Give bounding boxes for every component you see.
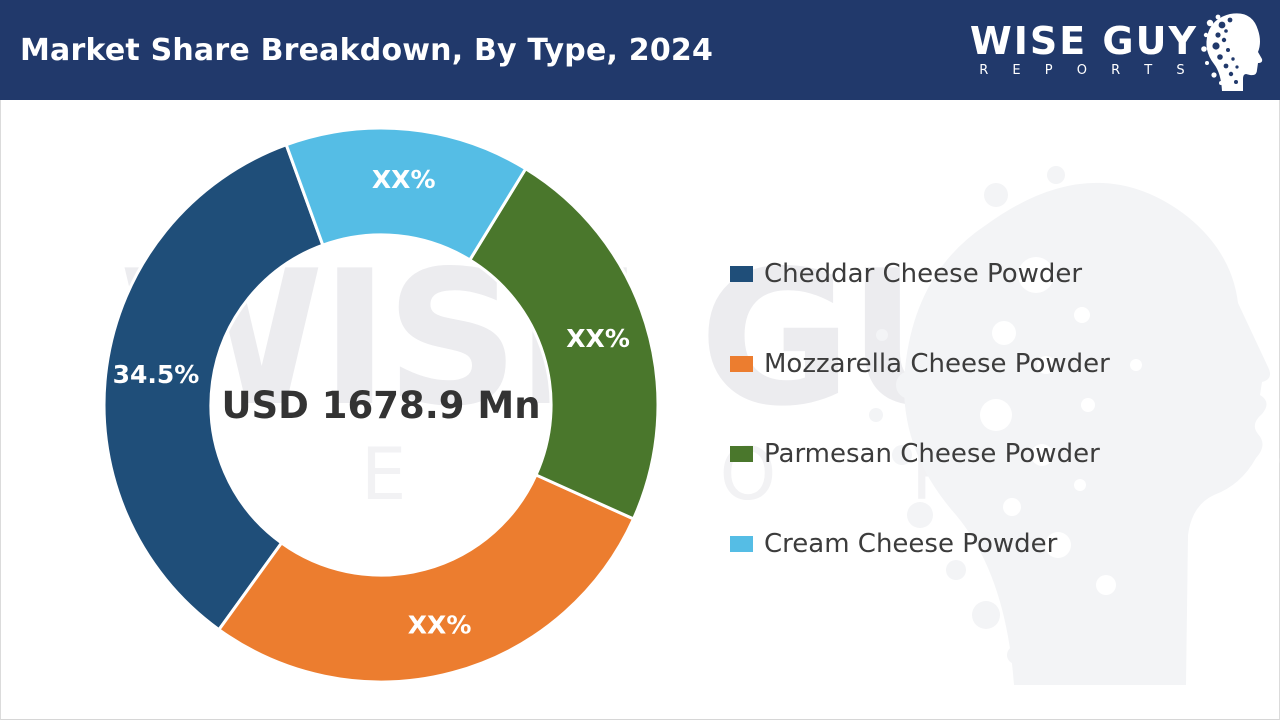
slice-percent-label: XX% (408, 610, 472, 639)
chart-center-value: USD 1678.9 Mn (221, 383, 541, 427)
legend-label-parmesan: Parmesan Cheese Powder (764, 439, 1100, 469)
legend-item-parmesan: Parmesan Cheese Powder (730, 438, 1110, 470)
logo-tagline: R E P O R T S (979, 63, 1195, 78)
chart-area: WISE GUY R E P O R T S 34 (0, 100, 1280, 720)
slice-percent-label: XX% (566, 324, 630, 353)
legend-swatch-mozzarella (730, 356, 753, 372)
donut-slice-mozzarella-cheese-powder (217, 473, 635, 684)
legend-item-mozzarella: Mozzarella Cheese Powder (730, 348, 1110, 380)
legend-label-cream: Cream Cheese Powder (764, 529, 1058, 559)
slice-percent-label: XX% (372, 165, 436, 194)
page-title: Market Share Breakdown, By Type, 2024 (20, 32, 714, 68)
watermark-face-icon (869, 166, 1270, 685)
legend-label-cheddar: Cheddar Cheese Powder (764, 259, 1083, 289)
donut-chart: 34.5% XX% XX% XX% (102, 126, 660, 684)
donut-slice-cheddar-cheese-powder (102, 143, 325, 632)
legend-item-cheddar: Cheddar Cheese Powder (730, 258, 1110, 290)
legend-swatch-cream (730, 536, 753, 552)
logo-wordmark: WISE GUY (969, 19, 1198, 63)
header-bar: Market Share Breakdown, By Type, 2024 WI… (0, 0, 1280, 100)
donut-slice-parmesan-cheese-powder (468, 167, 660, 521)
legend-swatch-cheddar (730, 266, 753, 282)
slice-percent-label: 34.5% (113, 360, 200, 389)
legend-swatch-parmesan (730, 446, 753, 462)
donut-slice-cream-cheese-powder (284, 126, 528, 262)
wise-guy-logo: WISE GUY R E P O R T S (970, 9, 1264, 91)
legend-label-mozzarella: Mozzarella Cheese Powder (764, 349, 1110, 379)
legend: Cheddar Cheese Powder Mozzarella Cheese … (730, 258, 1110, 560)
logo-face-icon (1201, 13, 1263, 91)
logo-text: WISE GUY R E P O R T S (970, 22, 1198, 78)
legend-item-cream: Cream Cheese Powder (730, 528, 1110, 560)
